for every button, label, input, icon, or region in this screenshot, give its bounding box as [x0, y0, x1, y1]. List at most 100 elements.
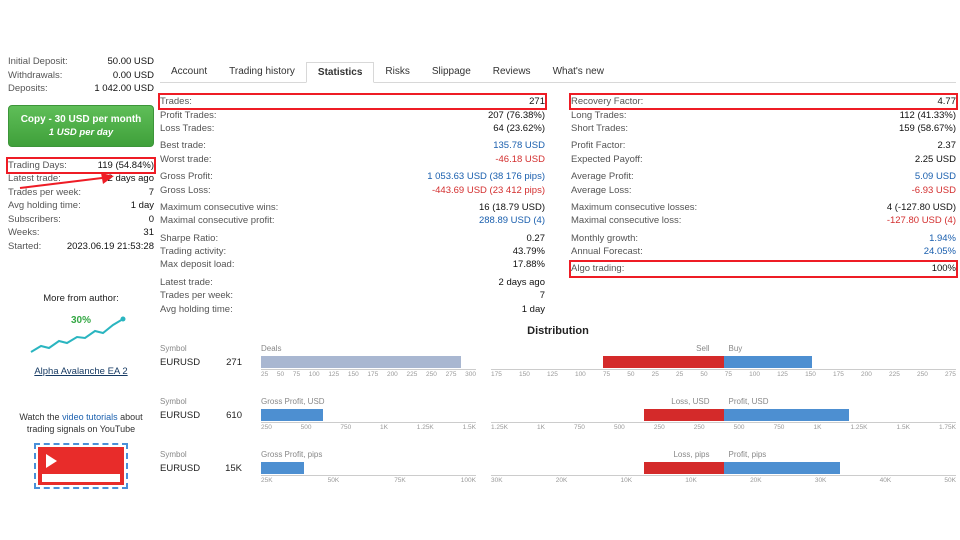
buy-bar [723, 355, 812, 368]
buy-title: Buy [728, 343, 743, 353]
tab-account[interactable]: Account [171, 66, 208, 77]
stat-label: Profit Factor: [571, 140, 626, 152]
stat-label: Avg holding time: [8, 200, 81, 212]
sidebar-account-row: Deposits: 1 042.00 USD [8, 82, 154, 96]
stats-right-row: Short Trades: 159 (58.67%) [571, 122, 956, 135]
stats-left-row: Trades: 271 [158, 92, 547, 111]
stats-left-row: Trading activity: 43.79% [160, 245, 545, 258]
sidebar-signal-row: Weeks: 31 [8, 226, 154, 240]
stat-label: Trading Days: [8, 159, 67, 171]
stat-label: Maximal consecutive loss: [571, 215, 682, 227]
tick-label: 125 [546, 370, 558, 378]
tick-label: 20K [750, 476, 762, 484]
chart-titles: Loss, pips Profit, pips [491, 450, 956, 461]
video-note-line2: trading signals on YouTube [26, 424, 136, 434]
chart-axis: 175 150 125 100 75 50 25 25 50 75 100 125 150 175 200 2… [491, 368, 956, 378]
distribution-symbol-cell: Symbol EURUSD 15K [160, 450, 246, 496]
tick-label: 1K [537, 423, 545, 431]
stats-left-row: Maximum consecutive wins: 16 (18.79 USD) [160, 201, 545, 214]
right-chart: Loss, pips Profit, pips 30K 20K 10K 10K 20K 30K… [491, 450, 956, 496]
chart-axis: 25 50 75 100 125 150 175 200 225 250 275 300 [261, 368, 476, 378]
tab-risks[interactable]: Risks [385, 66, 410, 77]
chart-title: Deals [261, 343, 282, 353]
sell-bar [644, 408, 724, 421]
stats-left-row: Gross Profit: 1 053.63 USD (38 176 pips) [160, 170, 545, 183]
symbol-total: 610 [226, 409, 242, 421]
chart-axis: 30K 20K 10K 10K 20K 30K 40K 50K [491, 474, 956, 484]
stats-left-row: Max deposit load: 17.88% [160, 258, 545, 271]
stat-label: Average Loss: [571, 184, 632, 196]
stat-value: 0.27 [526, 232, 546, 244]
stat-value: 2 days ago [498, 276, 545, 288]
tick-label: 75 [292, 370, 301, 378]
video-tutorials-link[interactable]: video tutorials [62, 412, 118, 422]
left-chart: Gross Profit, pips 25K 50K 75K 100K [261, 450, 476, 496]
chart-axis: 250 500 750 1K 1.25K 1.5K [261, 421, 476, 431]
sidebar-signal-row: Latest trade: 2 days ago [8, 172, 154, 186]
tick-label: 75 [602, 370, 611, 378]
tick-label: 1.25K [416, 423, 434, 431]
tab-statistics[interactable]: Statistics [305, 62, 375, 83]
stats-right-row: Maximum consecutive losses: 4 (-127.80 US… [571, 201, 956, 214]
sell-bar [644, 461, 724, 474]
youtube-video-thumbnail[interactable] [34, 443, 128, 489]
tick-label: 100 [308, 370, 320, 378]
tick-label: 50K [327, 476, 340, 484]
symbol-label: EURUSD [160, 409, 201, 421]
growth-endpoint-dot [120, 316, 126, 322]
chart-bars [491, 408, 956, 422]
stat-label: Started: [8, 240, 42, 252]
stats-left-row: Worst trade: -46.18 USD [160, 153, 545, 166]
stat-value: -6.93 USD [911, 184, 956, 196]
stats-right-row: Average Loss: -6.93 USD [571, 183, 956, 196]
stat-label: Expected Payoff: [571, 153, 643, 165]
stat-label: Profit Trades: [160, 109, 217, 121]
sidebar-signal-row: Avg holding time: 1 day [8, 199, 154, 213]
sidebar-signal-row: Subscribers: 0 [8, 213, 154, 227]
stat-value: -443.69 USD (23 412 pips) [431, 184, 545, 196]
tick-label: 1K [813, 423, 822, 431]
tab-slippage[interactable]: Slippage [431, 66, 471, 77]
stat-label: Initial Deposit: [8, 56, 68, 68]
sidebar-signal-stats: Trading Days: 119 (54.84%) Latest trade: 2 … [6, 156, 156, 254]
symbol-row: EURUSD 271 [160, 357, 246, 368]
symbol-total: 271 [226, 356, 242, 368]
symbol-header: Symbol [160, 449, 187, 459]
play-icon[interactable] [46, 454, 57, 468]
stat-label: Latest trade: [8, 173, 61, 185]
left-chart: Gross Profit, USD 250 500 750 1K 1.25K 1.5K [261, 397, 476, 443]
tab-trading-history[interactable]: Trading history [229, 66, 295, 77]
author-growth-minichart[interactable]: 30% [29, 312, 133, 358]
stat-value: 0.00 USD [112, 69, 154, 81]
stat-label: Loss Trades: [160, 122, 215, 134]
stat-value: 2.25 USD [914, 153, 956, 165]
tab-reviews[interactable]: Reviews [492, 66, 531, 77]
tab-what-s-new[interactable]: What's new [552, 66, 604, 77]
tick-label: 50 [700, 370, 708, 378]
stat-label: Maximum consecutive losses: [571, 201, 698, 213]
growth-percent-label: 30% [71, 315, 91, 326]
stat-label: Maximum consecutive wins: [160, 201, 279, 213]
stat-value: 16 (18.79 USD) [478, 201, 545, 213]
stat-value: 1 day [521, 303, 545, 315]
stat-value: -46.18 USD [495, 153, 545, 165]
chart-bars [261, 355, 476, 369]
distribution-symbol-cell: Symbol EURUSD 271 [160, 344, 246, 390]
copy-signal-button[interactable]: Copy - 30 USD per month 1 USD per day [8, 104, 154, 147]
stat-label: Trades per week: [8, 186, 82, 198]
tick-label: 225 [406, 370, 418, 378]
stats-left-row: Loss Trades: 64 (23.62%) [160, 122, 545, 135]
main-content: Account Trading history Statistics Risks Sli… [158, 62, 958, 496]
author-signal-link[interactable]: Alpha Avalanche EA 2 [34, 366, 128, 377]
deals-bar [261, 461, 304, 474]
stat-label: Algo trading: [571, 263, 625, 275]
stat-value: 1 053.63 USD (38 176 pips) [427, 171, 545, 183]
tick-label: 250 [917, 370, 928, 378]
stat-value: 5.09 USD [914, 171, 956, 183]
stat-value: 1.94% [929, 232, 956, 244]
stat-label: Short Trades: [571, 122, 629, 134]
buy-title: Profit, pips [728, 449, 767, 459]
stat-value: 64 (23.62%) [493, 122, 545, 134]
tick-label: 175 [491, 370, 502, 378]
stat-value: 7 [148, 186, 154, 198]
